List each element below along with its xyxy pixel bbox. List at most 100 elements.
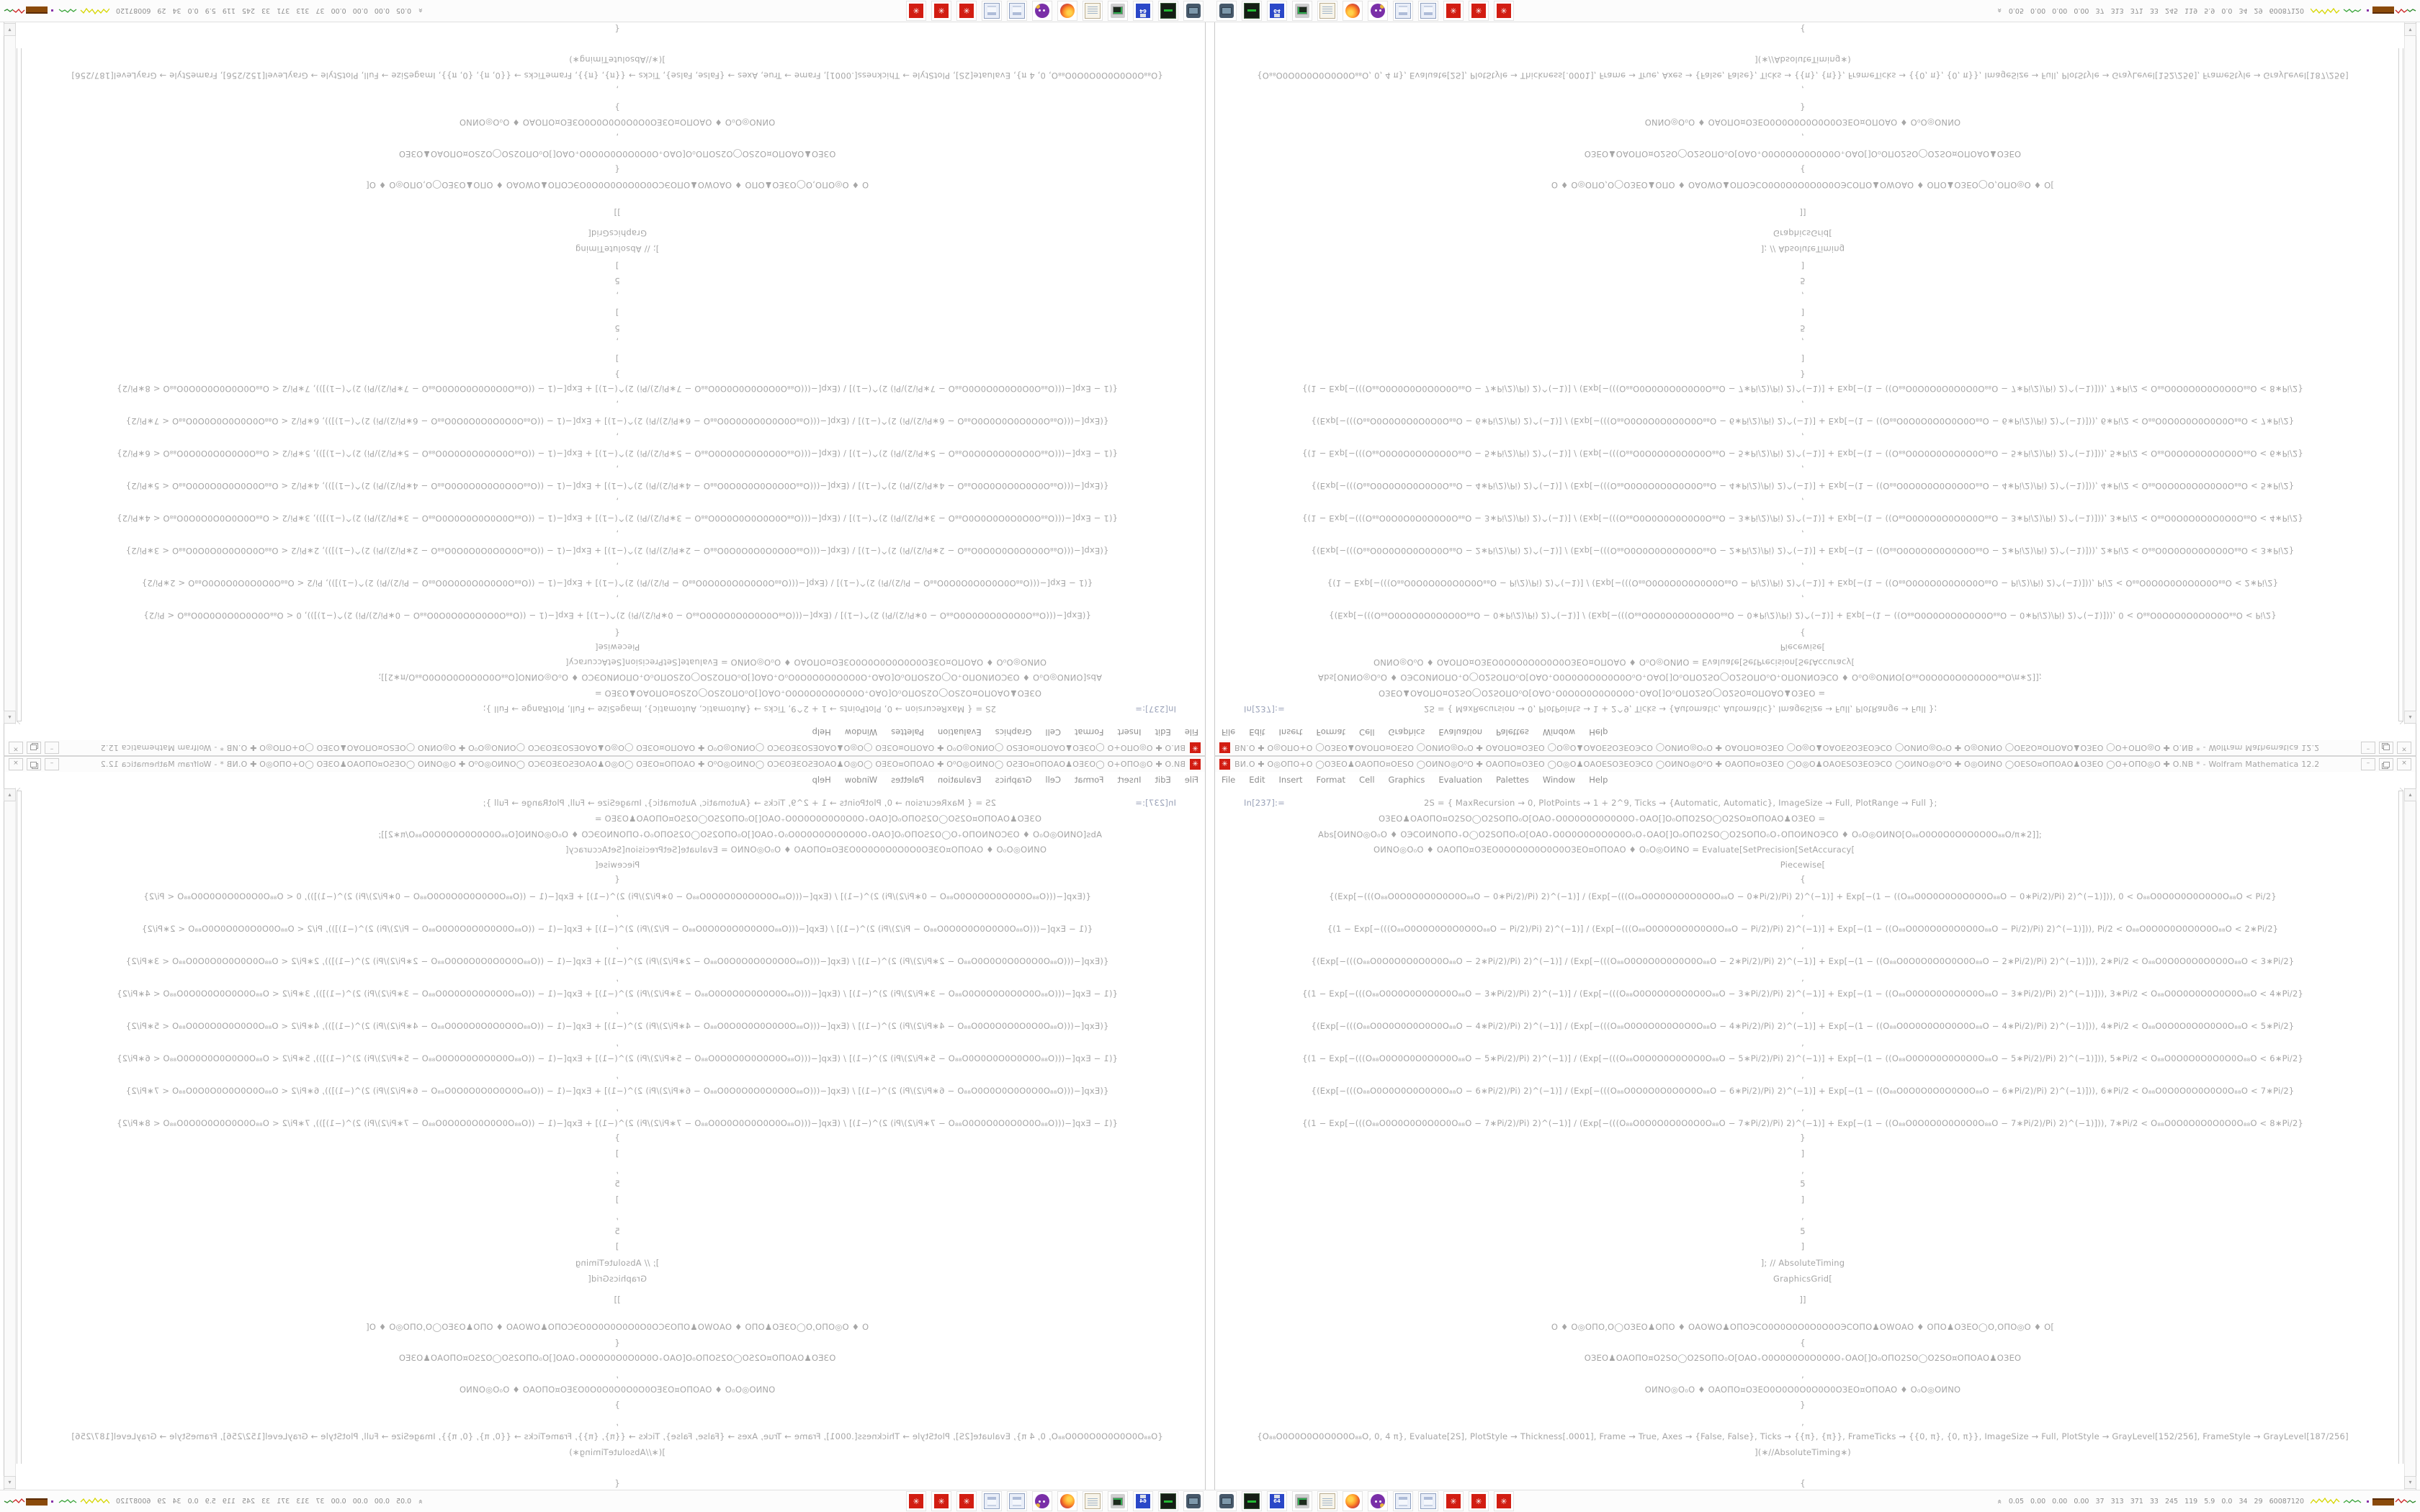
- launcher-notepad[interactable]: [1083, 1, 1103, 21]
- notebook-line[interactable]: ]: [1801, 354, 1805, 364]
- notebook-line[interactable]: ,: [1801, 908, 1804, 918]
- notebook-line[interactable]: 5: [1800, 1179, 1806, 1189]
- notebook-line[interactable]: ]: [615, 261, 619, 271]
- launcher-display-settings[interactable]: [1216, 1, 1237, 21]
- launcher-mathematica-kernel-2[interactable]: ✳: [1469, 1, 1489, 21]
- notebook-line[interactable]: ]: [615, 307, 619, 318]
- menu-item-edit[interactable]: Edit: [1249, 775, 1265, 785]
- notebook-line[interactable]: 5: [614, 323, 620, 333]
- notebook-line[interactable]: ,: [616, 1102, 619, 1112]
- launcher-messaging-app[interactable]: [1368, 1491, 1388, 1511]
- launcher-floppy64-emulator[interactable]: 64: [1267, 1491, 1287, 1511]
- cell-in-label[interactable]: In[237]:=: [1135, 798, 1176, 808]
- launcher-retro-terminal[interactable]: [1292, 1, 1312, 21]
- launcher-retro-terminal[interactable]: [1292, 1491, 1312, 1511]
- close-button[interactable]: ×: [2397, 742, 2411, 754]
- menu-item-window[interactable]: Window: [1542, 775, 1576, 785]
- menu-item-edit[interactable]: Edit: [1249, 727, 1265, 737]
- launcher-firefox-browser[interactable]: [1343, 1491, 1363, 1511]
- restore-button[interactable]: [2379, 758, 2393, 770]
- title-bar[interactable]: ✳ ВИ.О ✚ О◎ОПО+О ◯ОЗЕО♟ОАОПО¤ОЕЅО ◯ОИNО◎…: [1215, 757, 2416, 772]
- notebook-line[interactable]: }: [1800, 1133, 1806, 1143]
- notebook-line[interactable]: {(Exp[−(((О₈₈О0О0О0О0О0О0О₈₈О − 6∗Pi/2)/…: [125, 1086, 1109, 1096]
- notebook-line[interactable]: {(1 − Exp[−(((О₈₈О0О0О0О0О0О0О₈₈О − 5∗Pi…: [1302, 449, 2303, 459]
- scroll-up-button[interactable]: ▴: [4, 711, 16, 724]
- notebook-line[interactable]: ]: [1801, 1148, 1805, 1158]
- notebook-line[interactable]: ]: [615, 1241, 619, 1251]
- notebook-line[interactable]: {(1 − Exp[−(((О₈₈О0О0О0О0О0О0О₈₈О − 3∗Pi…: [117, 989, 1118, 999]
- scroll-up-button[interactable]: ▴: [2404, 788, 2416, 801]
- notebook-line[interactable]: {: [1800, 1478, 1806, 1488]
- notebook-line[interactable]: ОЗЕО♟ОАОПО¤О2ЅО◯О2ЅОПО₀О[ОАО₊О0О0О0О0О0О…: [594, 688, 1041, 698]
- scroll-up-button[interactable]: ▴: [2404, 711, 2416, 724]
- notebook-line[interactable]: 5: [614, 1179, 620, 1189]
- vertical-scrollbar[interactable]: ▴ ▾: [4, 22, 16, 724]
- notebook-line[interactable]: ОЗЕО♟ОАОПО¤О2ЅО◯О2ЅОПО₀О[ОАО₊О0О0О0О0О0О…: [398, 1353, 836, 1363]
- notebook-line[interactable]: О ♦ О◎ОПО,О◯ОЗЕО♟ОПО ♦ ОАОWО♟ОПОЭСО0О0О0…: [1551, 180, 2055, 190]
- notebook-line[interactable]: ]]: [1799, 207, 1806, 217]
- notebook-line[interactable]: ОИNО◎О₀О ♦ ОАОПО¤ОЗЕО0О0О0О0О0О0ОЗЕО¤ОПО…: [459, 117, 776, 127]
- menu-item-cell[interactable]: Cell: [1359, 775, 1375, 785]
- notebook-line[interactable]: ,: [1801, 940, 1804, 950]
- menu-item-graphics[interactable]: Graphics: [1388, 727, 1425, 737]
- notebook-line[interactable]: ,: [1801, 85, 1804, 95]
- notebook-line[interactable]: ,: [616, 562, 619, 572]
- notebook-line[interactable]: ,: [1801, 400, 1804, 410]
- notebook-line[interactable]: }: [614, 1400, 620, 1410]
- minimize-button[interactable]: –: [2361, 758, 2375, 770]
- menu-item-format[interactable]: Format: [1316, 775, 1346, 785]
- cell-bracket[interactable]: [17, 791, 22, 1464]
- notebook-line[interactable]: GraphicsGrid[: [588, 1274, 647, 1284]
- notebook-line[interactable]: О ♦ О◎ОПО,О◯ОЗЕО♟ОПО ♦ ОАОWО♟ОПОЭСО0О0О0…: [1551, 1322, 2055, 1332]
- menu-item-evaluation[interactable]: Evaluation: [937, 727, 982, 737]
- notebook-line[interactable]: 2Ѕ = { MaxRecursion → 0, PlotPoints → 1 …: [483, 798, 996, 808]
- notebook-line[interactable]: ,: [616, 1211, 619, 1221]
- notebook-line[interactable]: }: [614, 369, 620, 379]
- notebook-line[interactable]: ,: [1801, 1417, 1804, 1427]
- menu-item-graphics[interactable]: Graphics: [1388, 775, 1425, 785]
- notebook-line[interactable]: {(Exp[−(((О₈₈О0О0О0О0О0О0О₈₈О − 4∗Pi/2)/…: [125, 1021, 1109, 1031]
- notebook-line[interactable]: ,: [616, 400, 619, 410]
- menu-item-palettes[interactable]: Palettes: [1496, 727, 1529, 737]
- launcher-firefox-browser[interactable]: [1057, 1, 1077, 21]
- notebook-line[interactable]: ,: [1801, 291, 1804, 301]
- menu-item-window[interactable]: Window: [1542, 727, 1576, 737]
- notebook-line[interactable]: {(Exp[−(((О₈₈О0О0О0О0О0О0О₈₈О − 0∗Pi/2)/…: [143, 891, 1091, 901]
- launcher-mathematica-kernel-2[interactable]: ✳: [931, 1491, 951, 1511]
- notebook-line[interactable]: Abs[ОИNО◎О₀О ♦ ОЭСОИNОПО₊О◯О2ЅОПО₀О[ОАО₊…: [378, 672, 1102, 683]
- menu-item-file[interactable]: File: [1222, 775, 1236, 785]
- cell-bracket[interactable]: [2398, 48, 2403, 721]
- notebook-line[interactable]: ,: [616, 973, 619, 983]
- notebook-line[interactable]: {(1 − Exp[−(((О₈₈О0О0О0О0О0О0О₈₈О − 5∗Pi…: [117, 449, 1118, 459]
- menu-item-window[interactable]: Window: [844, 775, 878, 785]
- notebook-line[interactable]: О ♦ О◎ОПО,О◯ОЗЕО♟ОПО ♦ ОАОWО♟ОПОЭСО0О0О0…: [365, 1322, 869, 1332]
- restore-button[interactable]: [2379, 742, 2393, 754]
- notebook-line[interactable]: {: [1800, 628, 1806, 638]
- scroll-down-button[interactable]: ▾: [4, 23, 16, 36]
- notebook-line[interactable]: ,: [616, 497, 619, 507]
- launcher-mathematica-kernel-3[interactable]: ✳: [1494, 1, 1514, 21]
- notebook-line[interactable]: ОЗЕО♟ОАОПО¤О2ЅО◯О2ЅОПО₀О[ОАО₊О0О0О0О0О0О…: [1379, 814, 1826, 824]
- menu-item-help[interactable]: Help: [1589, 775, 1608, 785]
- notebook-line[interactable]: {(1 − Exp[−(((О₈₈О0О0О0О0О0О0О₈₈О − 7∗Pi…: [117, 1118, 1118, 1128]
- chevron-expand-icon[interactable]: «: [1994, 1498, 2004, 1504]
- menu-item-palettes[interactable]: Palettes: [891, 775, 924, 785]
- minimize-button[interactable]: –: [2361, 742, 2375, 754]
- notebook-line[interactable]: {(1 − Exp[−(((О₈₈О0О0О0О0О0О0О₈₈О − Pi/2…: [1327, 578, 2279, 588]
- launcher-mathematica-kernel-3[interactable]: ✳: [906, 1, 926, 21]
- notebook-line[interactable]: {(Exp[−(((О₈₈О0О0О0О0О0О0О₈₈О − 4∗Pi/2)/…: [125, 481, 1109, 491]
- menu-item-palettes[interactable]: Palettes: [891, 727, 924, 737]
- notebook-line[interactable]: {: [614, 24, 620, 34]
- notebook-line[interactable]: ,: [1801, 497, 1804, 507]
- menu-item-edit[interactable]: Edit: [1155, 727, 1171, 737]
- notebook-line[interactable]: ](∗//AbsoluteTiming∗): [1754, 1447, 1851, 1457]
- notebook-line[interactable]: ,: [1801, 1369, 1804, 1380]
- cell-in-label[interactable]: In[237]:=: [1244, 798, 1285, 808]
- notebook-line[interactable]: ,: [1801, 464, 1804, 474]
- launcher-mathematica-kernel-2[interactable]: ✳: [1469, 1491, 1489, 1511]
- launcher-disk-utility[interactable]: [1242, 1, 1262, 21]
- launcher-messaging-app[interactable]: [1368, 1, 1388, 21]
- scroll-down-button[interactable]: ▾: [2404, 23, 2416, 36]
- notebook-line[interactable]: {(Exp[−(((О₈₈О0О0О0О0О0О0О₈₈О − 2∗Pi/2)/…: [1311, 956, 2295, 966]
- launcher-mathematica-kernel-2[interactable]: ✳: [931, 1, 951, 21]
